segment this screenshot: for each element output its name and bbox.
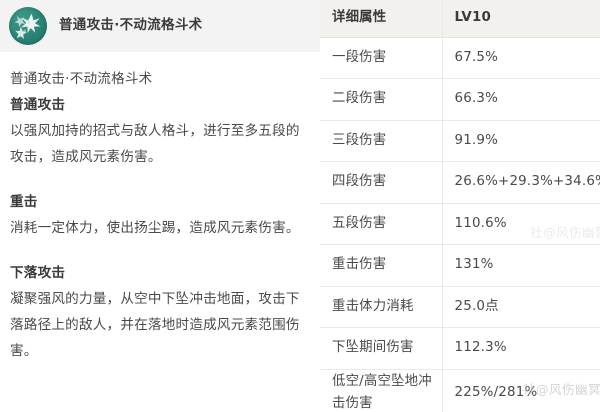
table-row: 一段伤害 67.5% [320, 37, 600, 79]
table-row: 三段伤害 91.9% [320, 120, 600, 162]
row-value: 26.6%+29.3%+34.6% [442, 161, 600, 204]
table-row: 四段伤害 26.6%+29.3%+34.6% [320, 161, 600, 204]
section-body-normal-attack: 以强风加持的招式与敌人格斗，进行至多五段的攻击，造成风元素伤害。 [10, 123, 300, 165]
anemo-burst-star-icon [9, 7, 47, 45]
row-label: 重击体力消耗 [320, 286, 443, 328]
table-row: 五段伤害 110.6% [320, 203, 600, 245]
spacer [10, 170, 306, 189]
skill-description-panel: 普通攻击·不动流格斗术 普通攻击·不动流格斗术 普通攻击 以强风加持的招式与敌人… [0, 0, 320, 364]
row-value: 225%/281% [442, 369, 600, 412]
row-value: 131% [442, 244, 600, 287]
row-label: 下坠期间伤害 [320, 327, 443, 370]
skill-stats-table: 详细属性 LV10 一段伤害 67.5% 二段伤害 66.3% 三段伤害 91.… [320, 0, 600, 412]
table-header-level: LV10 [442, 0, 600, 38]
row-label: 三段伤害 [320, 120, 443, 162]
row-value: 110.6% [442, 203, 600, 245]
table-row: 重击体力消耗 25.0点 [320, 286, 600, 328]
skill-icon-wrapper [9, 7, 47, 45]
row-value: 91.9% [442, 120, 600, 162]
skill-header: 普通攻击·不动流格斗术 [0, 0, 320, 52]
row-value: 67.5% [442, 37, 600, 79]
row-value: 25.0点 [442, 286, 600, 328]
row-label: 低空/高空坠地冲击伤害 [320, 369, 443, 412]
row-label: 四段伤害 [320, 161, 443, 204]
skill-description-body: 普通攻击·不动流格斗术 普通攻击 以强风加持的招式与敌人格斗，进行至多五段的攻击… [0, 52, 320, 364]
skill-name-line: 普通攻击·不动流格斗术 [10, 71, 153, 87]
section-heading-plunging-attack: 下落攻击 [10, 265, 66, 281]
row-label: 一段伤害 [320, 37, 443, 79]
section-heading-normal-attack: 普通攻击 [10, 97, 66, 113]
row-value: 66.3% [442, 78, 600, 121]
table-row: 下坠期间伤害 112.3% [320, 327, 600, 370]
section-body-charged-attack: 消耗一定体力，使出扬尘踢，造成风元素伤害。 [10, 220, 300, 236]
row-label: 二段伤害 [320, 78, 443, 121]
table-header-attribute: 详细属性 [320, 0, 443, 38]
row-value: 112.3% [442, 327, 600, 370]
row-label: 五段伤害 [320, 203, 443, 245]
row-label: 重击伤害 [320, 244, 443, 287]
skill-stats-panel: 详细属性 LV10 一段伤害 67.5% 二段伤害 66.3% 三段伤害 91.… [320, 0, 600, 412]
skill-title: 普通攻击·不动流格斗术 [59, 17, 203, 34]
section-heading-charged-attack: 重击 [10, 194, 38, 210]
section-body-plunging-attack: 凝聚强风的力量，从空中下坠冲击地面，攻击下落路径上的敌人，并在落地时造成风元素范… [10, 291, 300, 359]
table-row: 二段伤害 66.3% [320, 78, 600, 121]
table-row: 低空/高空坠地冲击伤害 225%/281% [320, 369, 600, 412]
table-header-row: 详细属性 LV10 [320, 0, 600, 38]
spacer [10, 241, 306, 260]
table-row: 重击伤害 131% [320, 244, 600, 287]
